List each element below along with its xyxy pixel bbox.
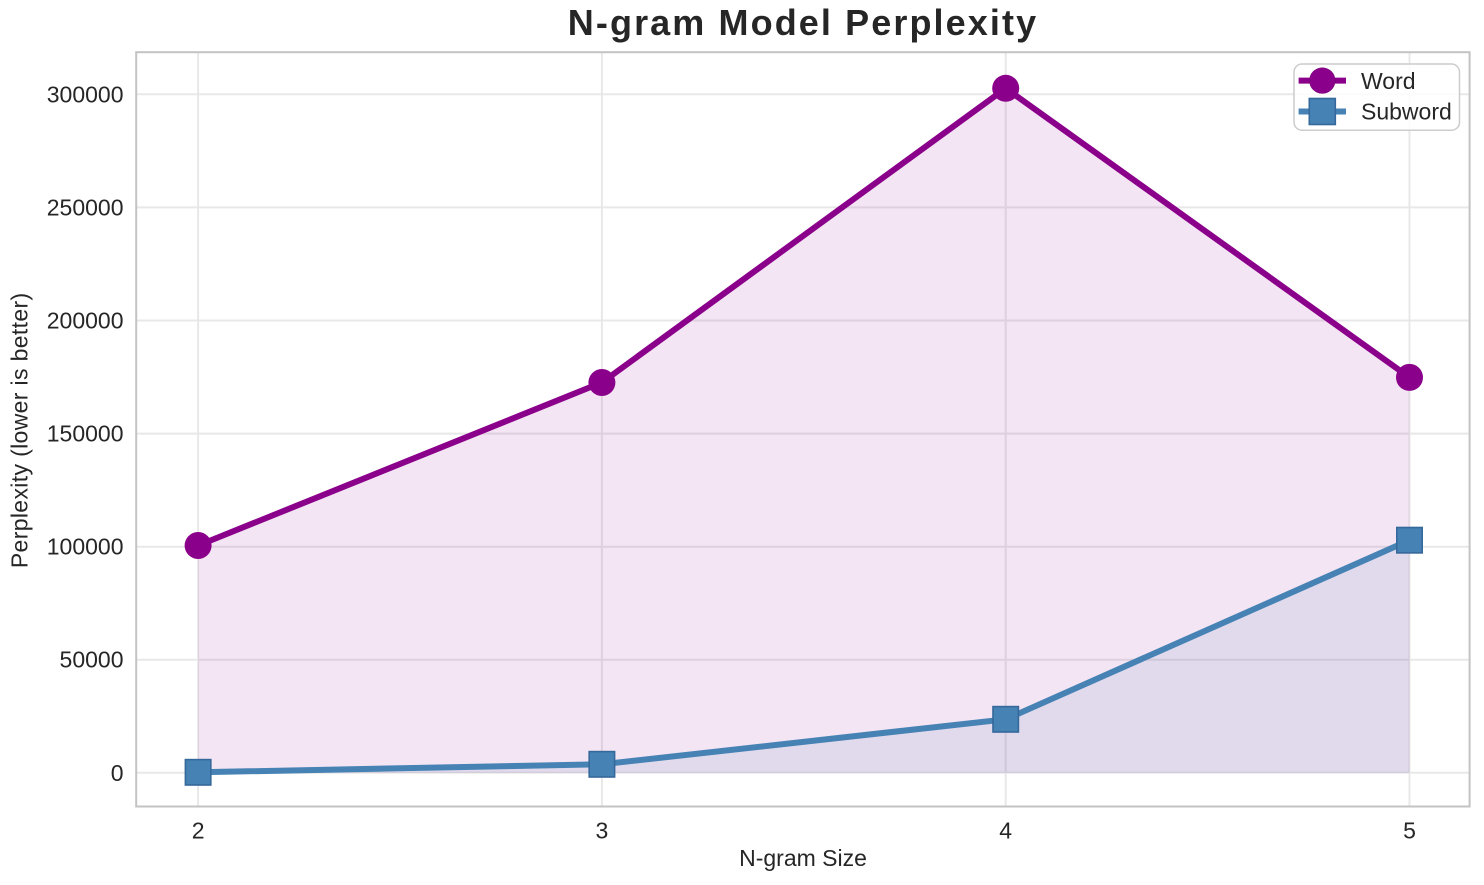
svg-text:5: 5 <box>1403 818 1416 844</box>
svg-text:150000: 150000 <box>47 421 124 447</box>
svg-text:200000: 200000 <box>47 308 124 334</box>
svg-text:100000: 100000 <box>47 534 124 560</box>
svg-text:250000: 250000 <box>47 194 124 220</box>
svg-text:300000: 300000 <box>47 81 124 107</box>
svg-text:0: 0 <box>111 760 124 786</box>
svg-text:Perplexity (lower is better): Perplexity (lower is better) <box>7 292 33 568</box>
svg-text:Subword: Subword <box>1361 99 1452 125</box>
svg-text:N-gram Model Perplexity: N-gram Model Perplexity <box>568 2 1038 43</box>
svg-text:4: 4 <box>999 818 1012 844</box>
svg-text:Word: Word <box>1361 68 1416 94</box>
svg-text:50000: 50000 <box>60 647 124 673</box>
svg-text:3: 3 <box>596 818 609 844</box>
svg-text:2: 2 <box>192 818 205 844</box>
svg-text:N-gram Size: N-gram Size <box>739 845 867 871</box>
